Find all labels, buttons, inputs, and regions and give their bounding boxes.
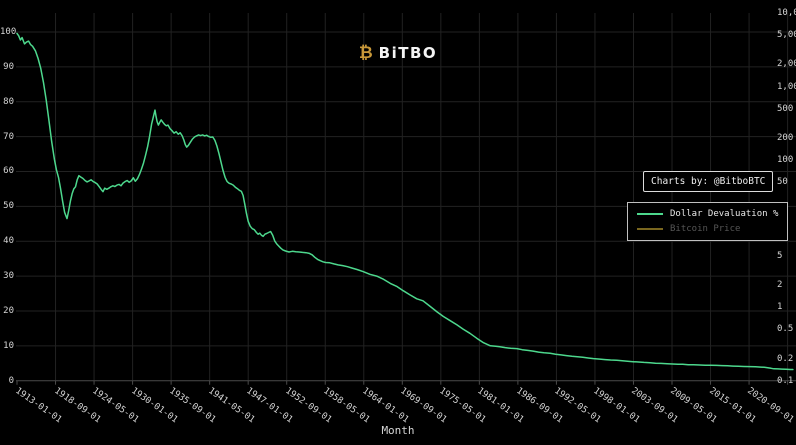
y-right-tick-label: 0.5 [777,324,794,335]
y-right-tick-label: 200 [777,132,794,143]
y-right-tick-label: 50 [777,177,788,188]
y-left-tick-label: 90 [3,61,14,72]
y-left-tick-label: 100 [0,27,17,37]
legend-item-dollar-devaluation[interactable]: Dollar Devaluation % [637,209,778,219]
bitbo-logo-text: BiTBO [378,44,438,62]
bitcoin-icon: ₿ [358,42,373,63]
y-right-tick-label: 500 [777,103,794,114]
y-right-tick-label: 100 [777,155,794,166]
y-right-tick-label: 5,000 [777,30,796,41]
legend-label: Dollar Devaluation % [670,209,779,219]
y-left-tick-label: 40 [3,236,14,247]
y-left-tick-label: 70 [3,131,14,142]
y-left-tick-label: 10 [3,340,14,351]
dollar-devaluation-line [16,32,794,371]
y-left-tick-label: 30 [3,271,14,282]
legend-swatch-gold-line [637,228,663,230]
y-right-tick-label: 1 [777,302,783,313]
y-right-tick-label: 10,000 [777,8,796,18]
y-right-tick-label: 2,000 [777,59,796,70]
y-left-tick-label: 20 [3,305,14,316]
y-left-tick-label: 50 [3,201,14,212]
x-axis-title: Month [381,424,415,437]
legend-swatch-green-line [637,213,663,215]
legend-item-bitcoin-price[interactable]: Bitcoin Price [637,224,778,234]
y-right-tick-label: 1,000 [777,81,796,92]
y-right-tick-label: 5 [777,250,783,261]
y-right-tick-label: 0.2 [777,353,794,364]
bitbo-logo: ₿ BiTBO [359,44,437,62]
legend: Dollar Devaluation % Bitcoin Price [627,202,789,241]
y-left-tick-label: 60 [3,166,14,177]
y-left-tick-label: 0 [8,375,14,386]
y-left-tick-label: 80 [3,96,14,107]
y-right-tick-label: 0.1 [777,375,794,386]
credit-badge: Charts by: @BitboBTC [643,171,774,192]
legend-label: Bitcoin Price [670,224,741,234]
y-right-tick-label: 2 [777,279,783,290]
